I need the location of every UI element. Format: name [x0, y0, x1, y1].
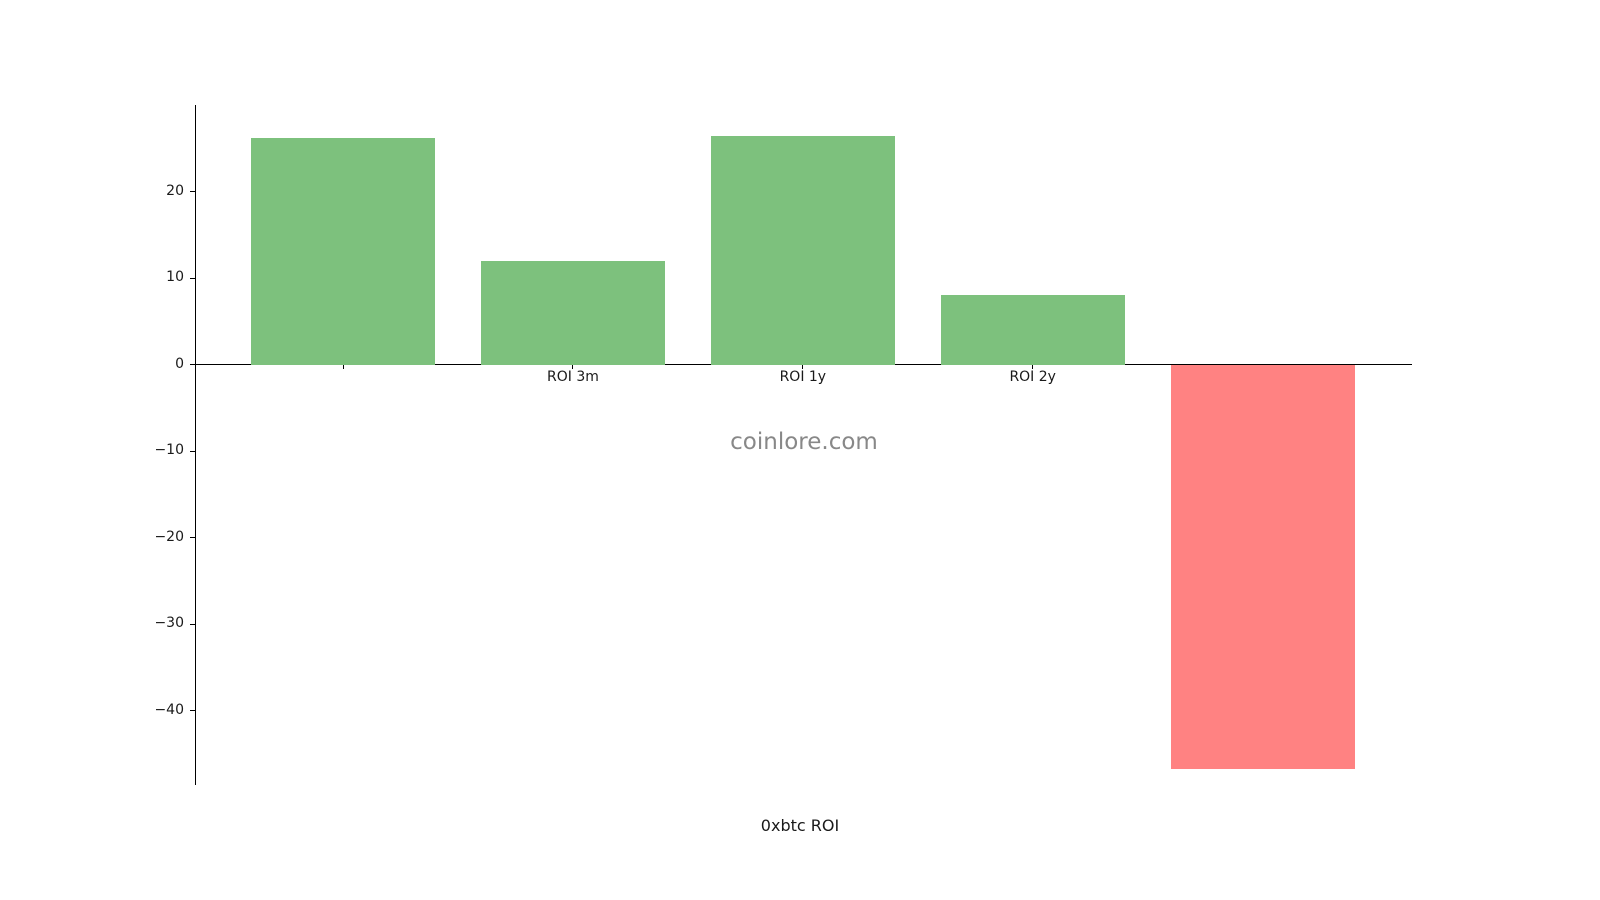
plot-area: ROI 3m ROI 1y ROI 2y 20 10 0 −10 −20 −30 −40: [154, 105, 1412, 785]
y-tick-mark: [190, 277, 195, 279]
y-tick-mark: [190, 191, 195, 192]
bar-roi-3m: [481, 260, 665, 365]
y-tick-label: −40: [154, 701, 184, 718]
y-tick-label: 10: [166, 269, 184, 286]
y-tick-label: −30: [154, 615, 184, 632]
y-tick-label: 0: [175, 355, 184, 372]
x-tick-label: ROI 3m: [547, 368, 599, 385]
x-tick-mark: [1032, 364, 1034, 369]
y-tick-mark: [190, 364, 195, 366]
x-tick-mark: [572, 364, 574, 369]
x-tick-mark: [802, 364, 804, 369]
x-tick-mark: [342, 364, 344, 369]
y-tick-label: −10: [154, 442, 184, 459]
y-tick-mark: [190, 710, 195, 712]
y-tick-mark: [190, 623, 195, 625]
watermark-text: coinlore.com: [730, 429, 878, 455]
y-tick-mark: [190, 450, 195, 452]
bar-roi-2y: [940, 295, 1125, 365]
bar-roi-1y: [710, 136, 895, 365]
bar-col-1: [251, 137, 436, 365]
y-tick-mark: [190, 537, 195, 539]
bar-col-5: [1170, 364, 1355, 770]
y-axis-line: [195, 105, 196, 785]
y-tick-label: −20: [154, 528, 184, 545]
x-tick-label: ROI 1y: [779, 368, 827, 385]
x-axis-zero-line: [196, 364, 1412, 366]
y-tick-label: 20: [166, 182, 184, 199]
chart-title: 0xbtc ROI: [760, 816, 840, 835]
x-tick-label: ROI 2y: [1009, 368, 1056, 385]
